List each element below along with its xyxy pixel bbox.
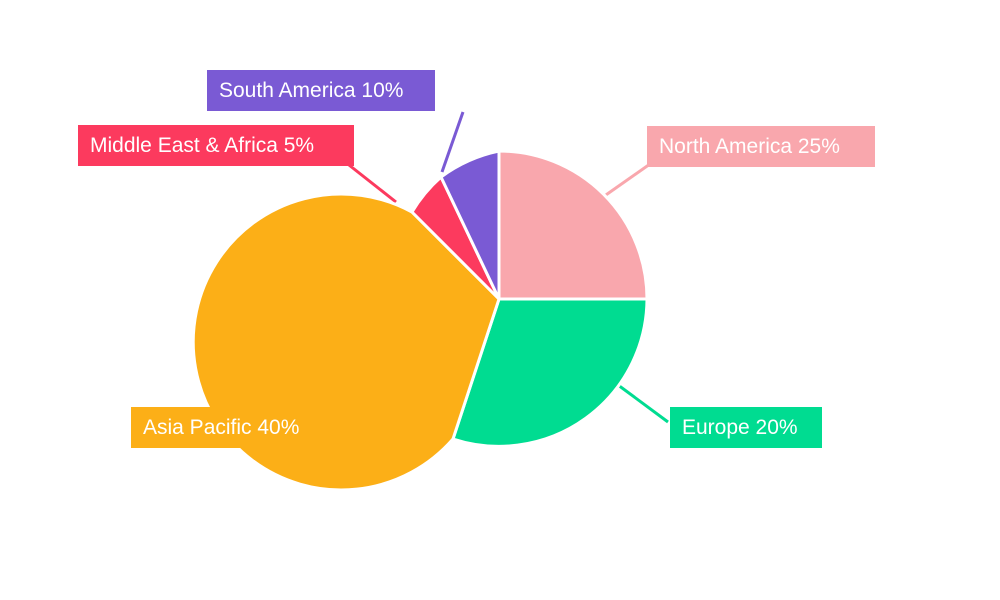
pie-label-south-america[interactable]: South America 10% (207, 70, 435, 111)
leader-line-south-america (440, 111, 465, 173)
pie-slice-europe[interactable] (451, 297, 649, 448)
leader-line-europe (613, 380, 669, 424)
pie-label-europe[interactable]: Europe 20% (670, 407, 822, 448)
pie-label-north-america-text: North America 25% (659, 135, 840, 158)
pie-label-middle-east-africa[interactable]: Middle East & Africa 5% (78, 125, 354, 166)
pie-label-south-america-text: South America 10% (219, 79, 404, 102)
pie-slice-north-america[interactable] (497, 149, 649, 301)
pie-label-asia-pacific[interactable]: Asia Pacific 40% (131, 407, 331, 448)
leader-line-north-america (602, 162, 651, 199)
pie-label-europe-text: Europe 20% (682, 416, 798, 439)
leader-line-middle-east-africa (348, 163, 397, 204)
pie-label-north-america[interactable]: North America 25% (647, 126, 875, 167)
pie-label-asia-pacific-text: Asia Pacific 40% (143, 416, 300, 439)
pie-label-middle-east-africa-text: Middle East & Africa 5% (90, 134, 315, 157)
pie-slice-south-america[interactable] (439, 149, 501, 301)
